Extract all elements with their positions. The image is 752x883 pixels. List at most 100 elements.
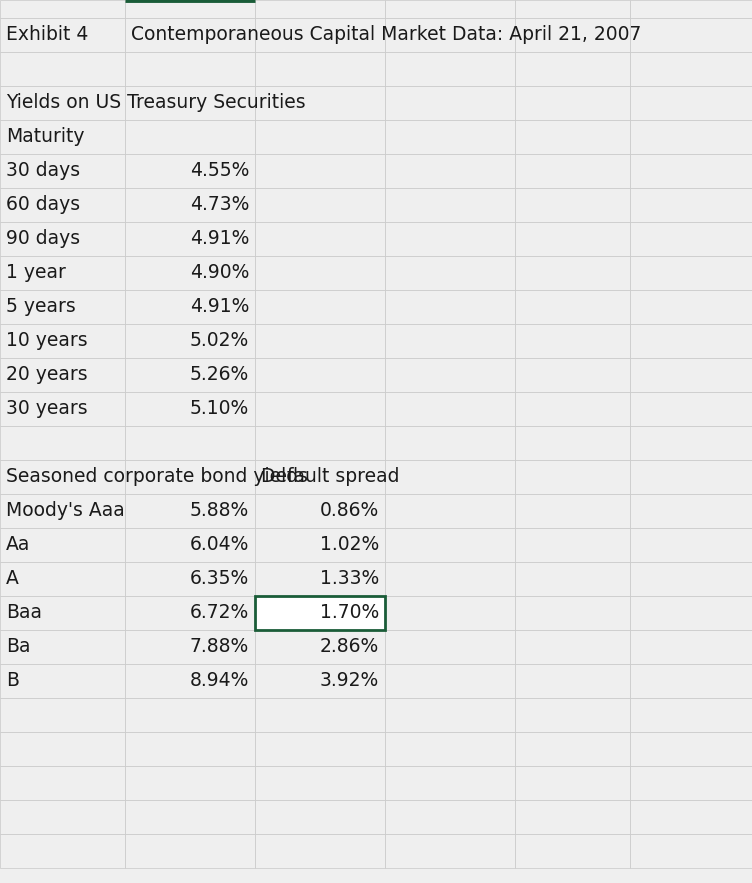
Bar	[515, 86, 630, 120]
Bar	[255, 256, 385, 290]
Bar	[125, 426, 255, 460]
Bar	[515, 426, 630, 460]
Text: 4.73%: 4.73%	[190, 195, 249, 215]
Bar	[125, 834, 255, 868]
Bar	[630, 596, 752, 630]
Bar	[385, 494, 515, 528]
Bar	[515, 528, 630, 562]
Bar	[385, 256, 515, 290]
Bar	[385, 18, 515, 52]
Bar	[385, 460, 515, 494]
Text: 30 years: 30 years	[6, 399, 88, 419]
Bar	[630, 324, 752, 358]
Bar	[0, 392, 125, 426]
Bar	[630, 358, 752, 392]
Bar	[0, 766, 125, 800]
Text: 6.35%: 6.35%	[190, 570, 249, 588]
Bar	[515, 596, 630, 630]
Bar	[515, 698, 630, 732]
Text: 5.02%: 5.02%	[190, 331, 249, 351]
Bar	[630, 800, 752, 834]
Text: Moody's Aaa: Moody's Aaa	[6, 502, 125, 520]
Bar	[515, 460, 630, 494]
Bar	[515, 120, 630, 154]
Bar	[255, 358, 385, 392]
Bar	[125, 698, 255, 732]
Bar	[255, 18, 385, 52]
Bar	[515, 18, 630, 52]
Text: 5.10%: 5.10%	[190, 399, 249, 419]
Bar	[0, 222, 125, 256]
Bar	[0, 494, 125, 528]
Bar	[255, 494, 385, 528]
Bar	[125, 766, 255, 800]
Bar	[255, 154, 385, 188]
Text: 1.33%: 1.33%	[320, 570, 379, 588]
Bar	[630, 154, 752, 188]
Bar	[0, 596, 125, 630]
Bar	[0, 562, 125, 596]
Bar	[630, 392, 752, 426]
Bar	[515, 154, 630, 188]
Bar	[630, 86, 752, 120]
Bar	[0, 358, 125, 392]
Bar	[0, 698, 125, 732]
Bar	[630, 494, 752, 528]
Bar	[255, 698, 385, 732]
Bar	[0, 528, 125, 562]
Bar	[125, 494, 255, 528]
Text: 0.86%: 0.86%	[320, 502, 379, 520]
Bar	[385, 358, 515, 392]
Bar	[385, 188, 515, 222]
Bar	[0, 52, 125, 86]
Bar	[515, 494, 630, 528]
Text: 3.92%: 3.92%	[320, 671, 379, 691]
Bar	[630, 290, 752, 324]
Bar	[125, 256, 255, 290]
Bar	[385, 86, 515, 120]
Text: 4.91%: 4.91%	[190, 230, 249, 248]
Bar	[630, 732, 752, 766]
Bar	[125, 154, 255, 188]
Bar	[255, 52, 385, 86]
Text: Aa: Aa	[6, 535, 30, 555]
Text: 4.55%: 4.55%	[190, 162, 249, 180]
Text: 5.88%: 5.88%	[190, 502, 249, 520]
Bar	[255, 188, 385, 222]
Bar	[125, 188, 255, 222]
Text: A: A	[6, 570, 19, 588]
Text: Maturity: Maturity	[6, 127, 84, 147]
Bar	[0, 460, 125, 494]
Bar	[630, 188, 752, 222]
Bar	[630, 120, 752, 154]
Bar	[125, 290, 255, 324]
Bar	[385, 52, 515, 86]
Bar	[515, 188, 630, 222]
Bar	[125, 664, 255, 698]
Bar	[125, 528, 255, 562]
Bar	[385, 324, 515, 358]
Bar	[385, 562, 515, 596]
Bar	[385, 800, 515, 834]
Bar	[0, 86, 125, 120]
Text: 1.70%: 1.70%	[320, 603, 379, 623]
Bar	[630, 562, 752, 596]
Bar	[515, 800, 630, 834]
Bar	[125, 460, 255, 494]
Bar	[515, 732, 630, 766]
Bar	[515, 290, 630, 324]
Bar	[385, 426, 515, 460]
Text: Default spread: Default spread	[261, 467, 399, 487]
Bar	[515, 834, 630, 868]
Bar	[630, 222, 752, 256]
Bar	[385, 698, 515, 732]
Bar	[515, 630, 630, 664]
Text: 5.26%: 5.26%	[190, 366, 249, 384]
Bar	[385, 392, 515, 426]
Bar	[385, 0, 515, 18]
Bar	[515, 664, 630, 698]
Bar	[255, 732, 385, 766]
Bar	[255, 800, 385, 834]
Bar	[125, 630, 255, 664]
Bar	[255, 426, 385, 460]
